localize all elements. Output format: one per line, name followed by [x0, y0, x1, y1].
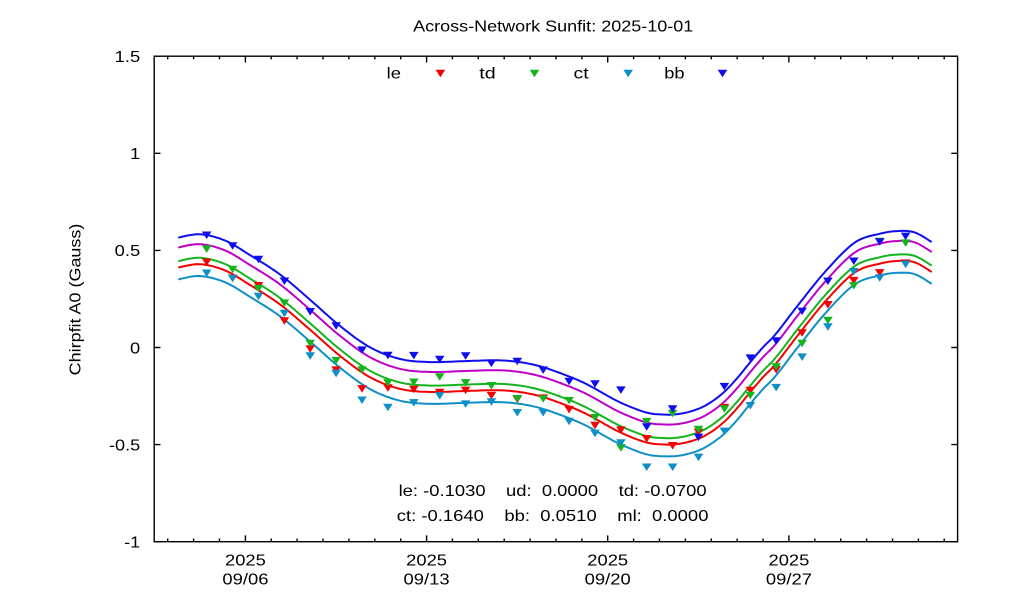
svg-text:0.5: 0.5: [115, 243, 141, 260]
svg-text:-1: -1: [124, 535, 140, 552]
svg-text:2025: 2025: [587, 553, 628, 570]
svg-text:1.5: 1.5: [115, 49, 141, 66]
svg-text:2025: 2025: [225, 553, 266, 570]
svg-text:bb: bb: [664, 65, 684, 82]
svg-text:09/27: 09/27: [766, 572, 812, 589]
svg-text:td: td: [479, 65, 495, 82]
svg-text:1: 1: [130, 146, 140, 163]
svg-text:09/06: 09/06: [222, 572, 268, 589]
svg-text:Chirpfit A0 (Gauss): Chirpfit A0 (Gauss): [67, 224, 84, 376]
svg-text:2025: 2025: [406, 553, 447, 570]
svg-text:0: 0: [130, 340, 140, 357]
svg-text:ct: -0.1640 bb: 0.0510: ct: -0.1640 bb: 0.0510 ml: 0.0000: [397, 508, 709, 525]
svg-text:09/20: 09/20: [585, 572, 631, 589]
svg-text:2025: 2025: [769, 553, 810, 570]
svg-text:Across-Network Sunfit: 2025-10: Across-Network Sunfit: 2025-10-01: [413, 18, 693, 35]
svg-text:-0.5: -0.5: [109, 437, 140, 454]
svg-text:ct: ct: [574, 65, 590, 82]
svg-text:09/13: 09/13: [404, 572, 450, 589]
svg-text:le: le: [387, 65, 401, 82]
svg-text:le: -0.1030 ud: 0.0000: le: -0.1030 ud: 0.0000 td: -0.0700: [399, 483, 707, 500]
